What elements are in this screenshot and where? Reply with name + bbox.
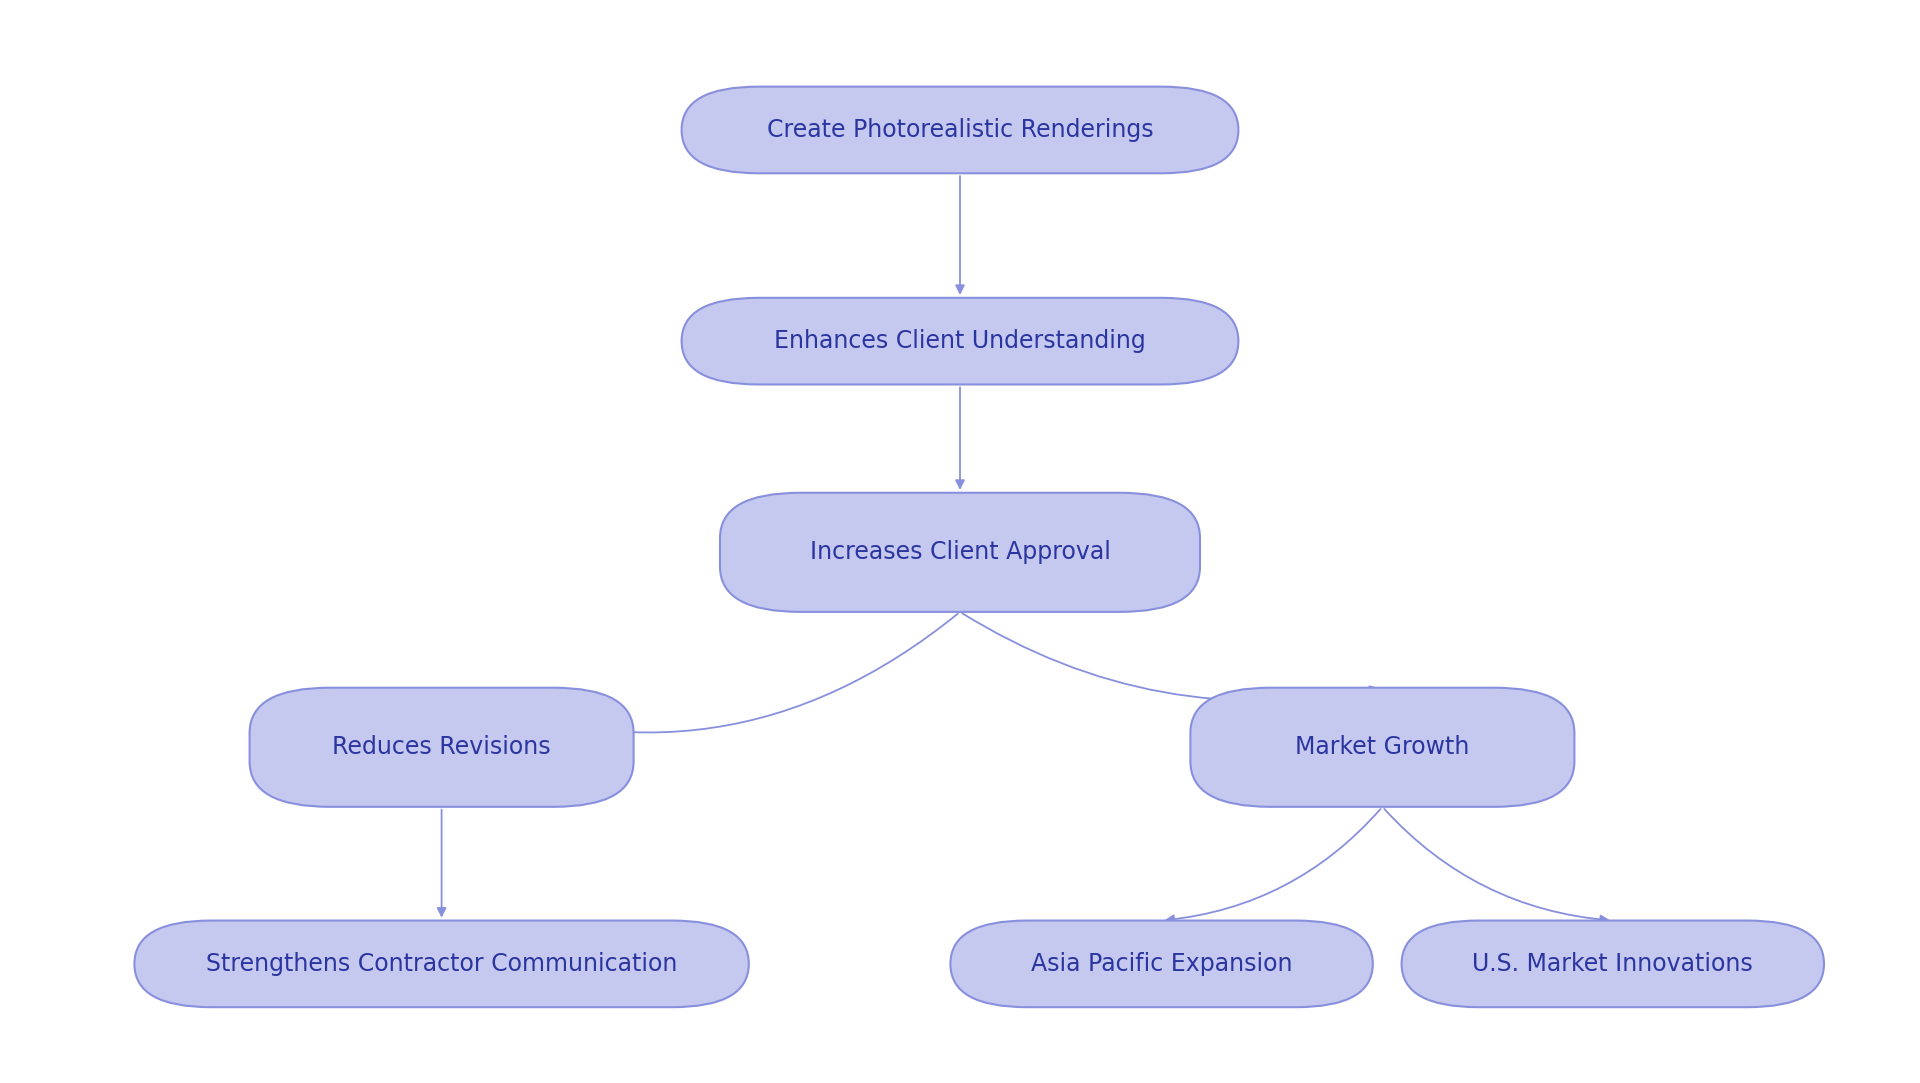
FancyBboxPatch shape [134, 921, 749, 1007]
Text: Increases Client Approval: Increases Client Approval [810, 540, 1110, 564]
Text: Asia Pacific Expansion: Asia Pacific Expansion [1031, 952, 1292, 976]
Text: Create Photorealistic Renderings: Create Photorealistic Renderings [766, 118, 1154, 142]
FancyBboxPatch shape [950, 921, 1373, 1007]
FancyBboxPatch shape [720, 493, 1200, 612]
Text: U.S. Market Innovations: U.S. Market Innovations [1473, 952, 1753, 976]
FancyBboxPatch shape [250, 688, 634, 807]
Text: Enhances Client Understanding: Enhances Client Understanding [774, 329, 1146, 353]
Text: Reduces Revisions: Reduces Revisions [332, 735, 551, 759]
FancyBboxPatch shape [1402, 921, 1824, 1007]
FancyBboxPatch shape [682, 87, 1238, 173]
Text: Market Growth: Market Growth [1296, 735, 1469, 759]
FancyBboxPatch shape [1190, 688, 1574, 807]
FancyBboxPatch shape [682, 298, 1238, 384]
Text: Strengthens Contractor Communication: Strengthens Contractor Communication [205, 952, 678, 976]
